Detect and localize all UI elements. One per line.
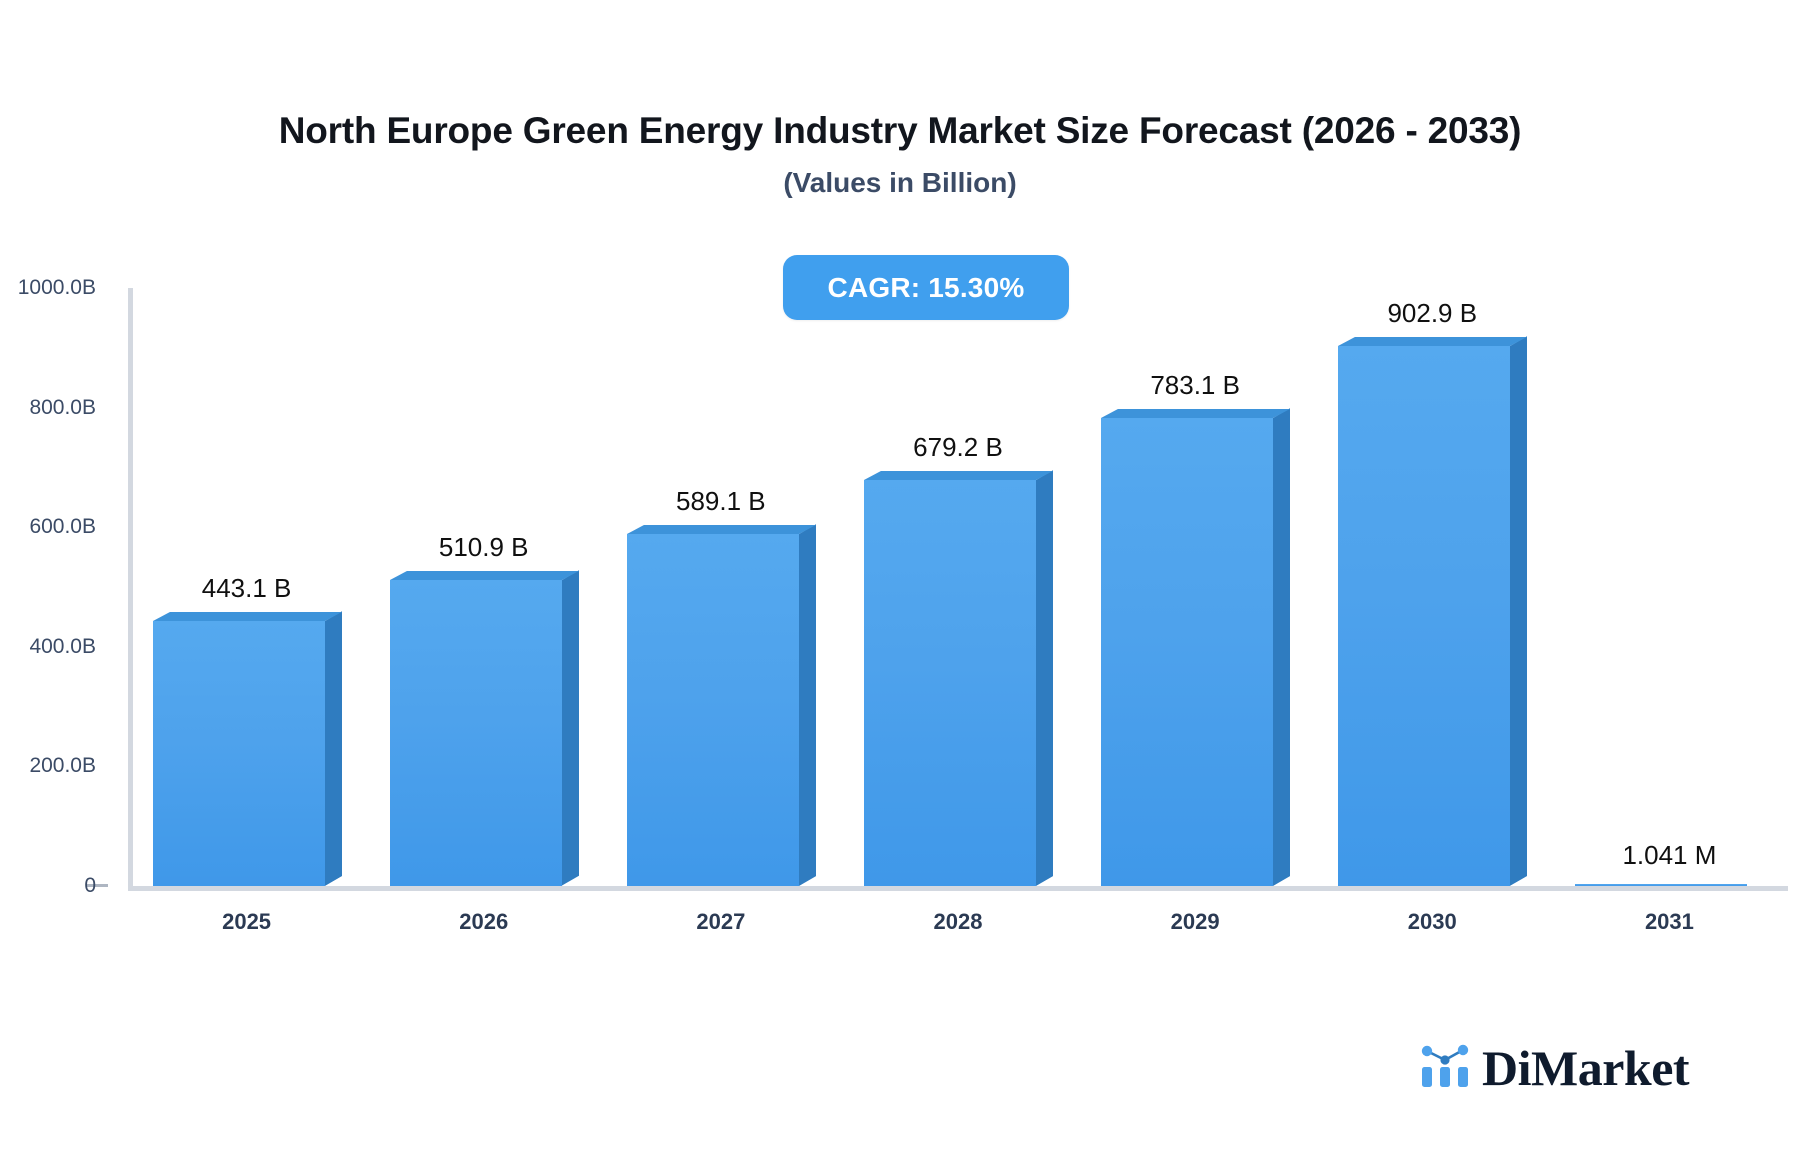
bar-2031[interactable] [1575, 884, 1748, 886]
bar-side-face [325, 611, 342, 886]
brand-logo: DiMarket [1418, 1039, 1690, 1096]
bar-slot [626, 288, 799, 886]
x-axis-tick-label: 2026 [459, 909, 509, 934]
y-axis-tick-label: 0 [84, 874, 96, 897]
bar-value-label: 679.2 B [913, 431, 1003, 462]
bars-layer: 443.1 B 510.9 B 589.1 B 679.2 B 783.1 B 902.9… [128, 288, 1788, 886]
bar-value-label: 589.1 B [676, 485, 766, 516]
bar-value-label: 510.9 B [438, 532, 529, 563]
bar-top-face [389, 571, 579, 581]
bar-2025[interactable] [152, 621, 325, 886]
bar-top-face [864, 470, 1053, 480]
x-axis-tick-label: 2028 [933, 909, 983, 934]
x-axis-line [128, 886, 1788, 891]
bar-slot [1338, 288, 1510, 886]
bar-top-face [1101, 408, 1291, 418]
bar-2030[interactable] [1338, 346, 1510, 886]
bar-front-face [864, 479, 1036, 886]
bar-value-label: 902.9 B [1387, 298, 1478, 329]
x-axis-tick-label: 2025 [222, 909, 272, 934]
y-axis-tick-label: 600.0B [29, 515, 96, 539]
cagr-badge: CAGR: 15.30% [783, 255, 1069, 320]
bar-chart-trend-icon [1418, 1040, 1472, 1095]
bar-slot [152, 288, 325, 886]
bar-2027[interactable] [626, 533, 799, 886]
bar-top-face [1338, 337, 1528, 347]
bar-2026[interactable] [389, 580, 562, 886]
y-axis-tick-label: 800.0B [29, 395, 96, 419]
bar-2029[interactable] [1101, 418, 1273, 886]
x-axis-tick-label: 2029 [1170, 909, 1220, 934]
bar-slot [864, 288, 1036, 886]
y-axis-tick-label: 400.0B [29, 634, 96, 658]
page-title: North Europe Green Energy Industry Marke… [278, 110, 1522, 151]
bar-top-face [626, 524, 816, 534]
bar-front-face [1575, 884, 1748, 886]
bar-side-face [1036, 470, 1053, 886]
bar-front-face [1101, 417, 1274, 886]
y-axis-tick-label: 1000.0B [17, 276, 96, 299]
bar-value-label: 1.041 M [1622, 840, 1717, 870]
chart-subtitle: (Values in Billion) [783, 167, 1017, 198]
y-axis-tick-label: 200.0B [29, 754, 96, 778]
x-axis-tick-label: 2027 [696, 909, 746, 934]
bar-slot [1101, 288, 1273, 886]
bar-side-face [799, 524, 816, 886]
bar-front-face [152, 621, 325, 886]
bar-2028[interactable] [864, 480, 1036, 886]
bar-side-face [562, 571, 579, 886]
x-axis-tick-label: 2031 [1644, 909, 1694, 934]
bar-front-face [626, 533, 799, 886]
bar-slot [1575, 288, 1748, 886]
bar-front-face [1338, 346, 1511, 886]
cagr-badge-label: CAGR: 15.30% [827, 271, 1025, 303]
bar-value-label: 783.1 B [1150, 369, 1240, 400]
bar-slot [389, 288, 562, 886]
bar-value-label: 443.1 B [201, 573, 292, 604]
bar-side-face [1273, 408, 1290, 886]
brand-name: DiMarket [1482, 1039, 1690, 1096]
title-block: North Europe Green Energy Industry Marke… [0, 108, 1800, 200]
plot-area: 0 200.0B 400.0B 600.0B 800.0B 1000.0B 443.1 B… [18, 277, 1788, 934]
y-axis-line [128, 288, 133, 886]
bar-front-face [389, 580, 562, 886]
zero-tick-mark [86, 884, 108, 887]
bar-top-face [152, 612, 342, 622]
x-axis-tick-label: 2030 [1407, 909, 1457, 934]
bar-side-face [1510, 336, 1527, 886]
